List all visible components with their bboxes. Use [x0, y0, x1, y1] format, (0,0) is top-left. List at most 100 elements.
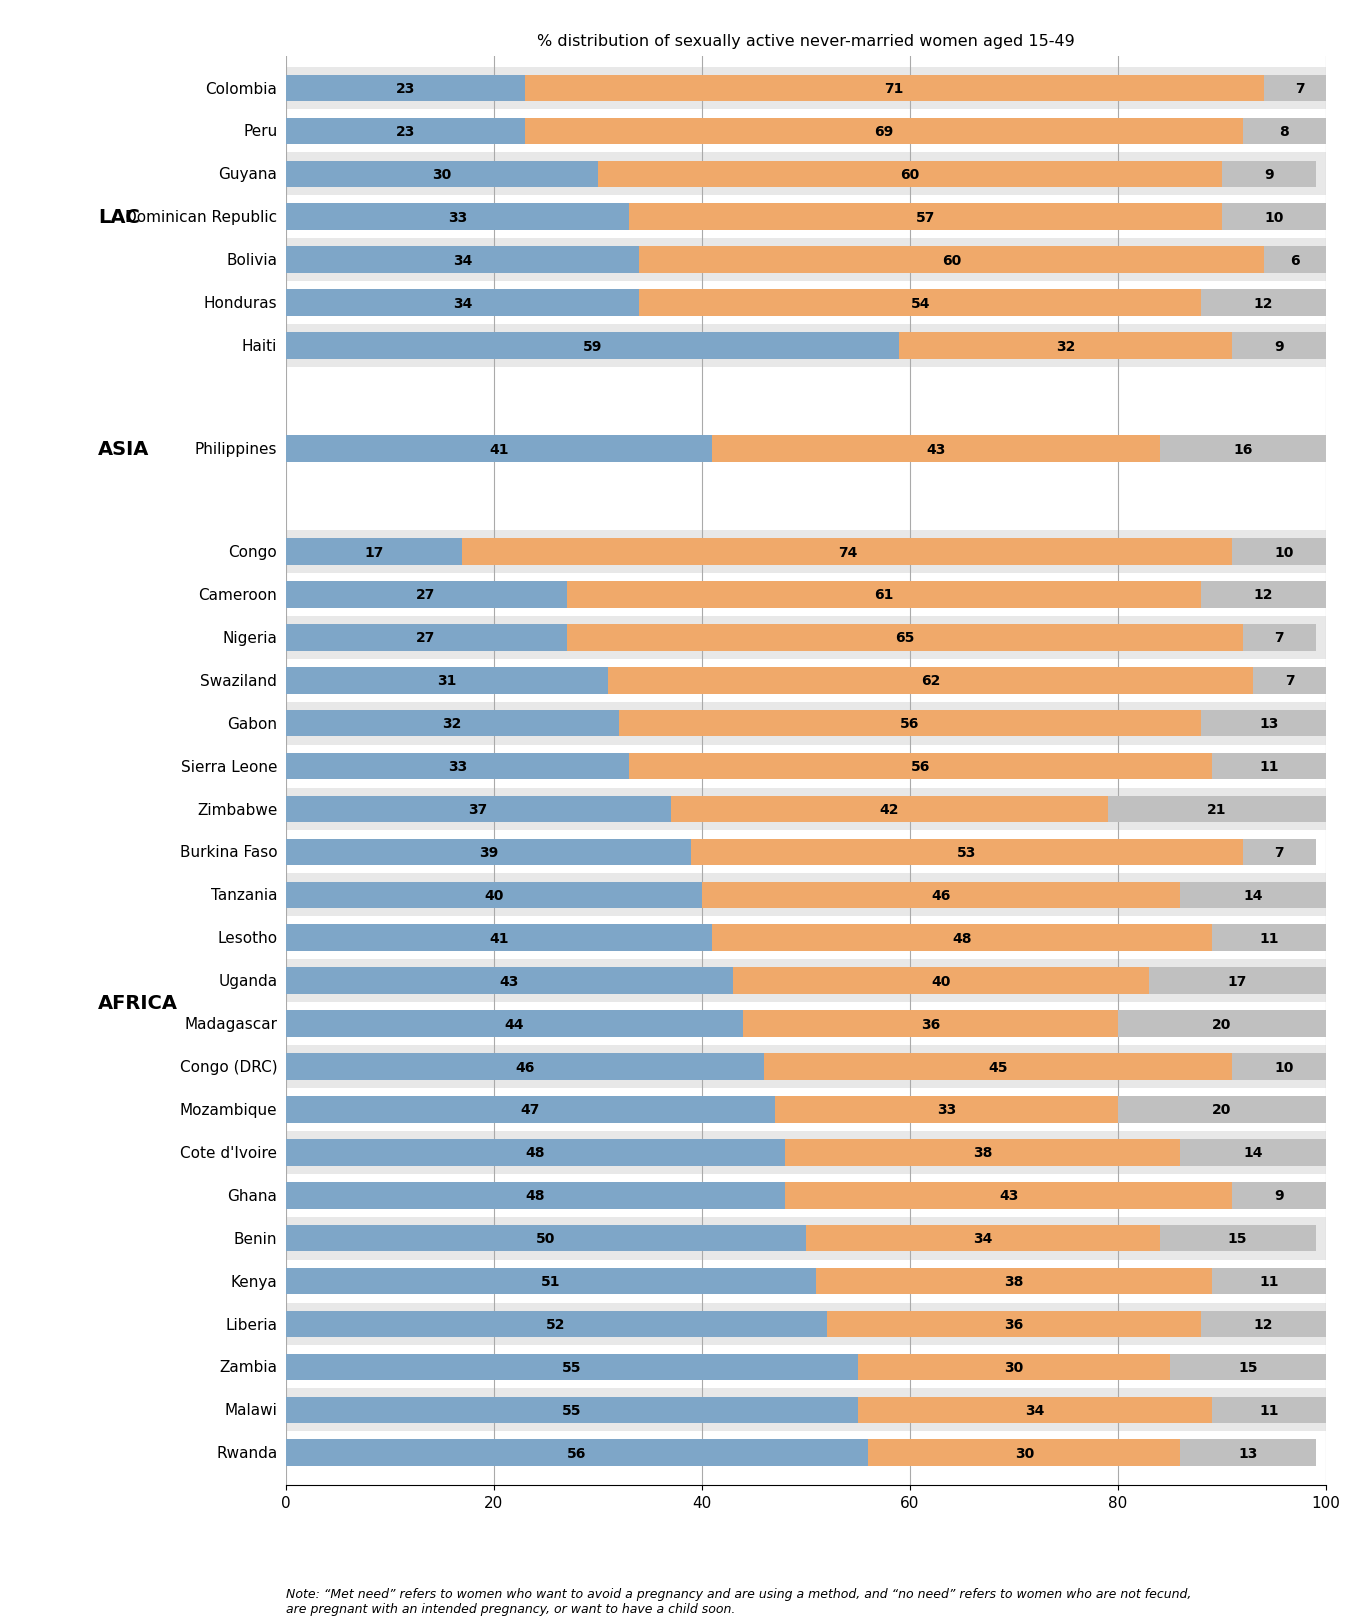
Text: 65: 65: [895, 631, 914, 644]
Text: Note: “Met need” refers to women who want to avoid a pregnancy and are using a m: Note: “Met need” refers to women who wan…: [286, 1587, 1191, 1615]
Text: 33: 33: [447, 211, 466, 224]
Bar: [286, 1311, 827, 1337]
Text: 34: 34: [972, 1232, 993, 1245]
Text: 39: 39: [479, 846, 498, 860]
Text: 10: 10: [1274, 545, 1295, 560]
Text: Guyana: Guyana: [219, 167, 277, 182]
Bar: [286, 881, 702, 909]
Bar: [628, 753, 1212, 781]
Text: Lesotho: Lesotho: [218, 930, 277, 946]
Text: Madagascar: Madagascar: [184, 1016, 277, 1032]
Bar: [286, 1089, 1326, 1131]
Bar: [462, 539, 1232, 565]
Text: 20: 20: [1212, 1102, 1232, 1117]
Text: Kenya: Kenya: [231, 1274, 277, 1289]
Bar: [286, 1303, 1326, 1345]
Text: 55: 55: [562, 1360, 582, 1375]
Text: 34: 34: [1025, 1402, 1044, 1417]
Text: Malawi: Malawi: [224, 1402, 277, 1417]
Text: 27: 27: [416, 588, 435, 602]
Bar: [1243, 839, 1315, 865]
Bar: [1170, 1354, 1326, 1381]
Bar: [628, 204, 1221, 230]
Text: Haiti: Haiti: [242, 339, 277, 354]
Text: 7: 7: [1274, 631, 1284, 644]
Bar: [286, 1268, 816, 1295]
Text: ASIA: ASIA: [98, 440, 150, 459]
Bar: [868, 1440, 1180, 1466]
Text: 30: 30: [1015, 1446, 1034, 1459]
Text: 43: 43: [1000, 1188, 1019, 1203]
Bar: [733, 967, 1149, 995]
Bar: [286, 711, 619, 737]
Bar: [785, 1139, 1180, 1165]
Text: 55: 55: [562, 1402, 582, 1417]
Text: Bolivia: Bolivia: [226, 253, 277, 268]
Bar: [286, 247, 639, 274]
Title: % distribution of sexually active never-married women aged 15-49: % distribution of sexually active never-…: [537, 34, 1074, 49]
Bar: [525, 76, 1263, 102]
Text: 57: 57: [915, 211, 936, 224]
Bar: [1253, 667, 1326, 695]
Bar: [1232, 539, 1337, 565]
Bar: [286, 1139, 785, 1165]
Bar: [816, 1268, 1212, 1295]
Bar: [598, 161, 1221, 188]
Bar: [713, 437, 1160, 463]
Text: 7: 7: [1285, 674, 1295, 688]
Text: 45: 45: [989, 1060, 1008, 1074]
Text: 40: 40: [484, 888, 503, 902]
Text: Cameroon: Cameroon: [199, 588, 277, 602]
Bar: [286, 153, 1326, 196]
Bar: [286, 1345, 1326, 1389]
Bar: [1180, 1440, 1315, 1466]
Bar: [858, 1397, 1212, 1423]
Bar: [286, 1225, 805, 1251]
Text: 11: 11: [1259, 932, 1278, 945]
Text: 11: 11: [1259, 1402, 1278, 1417]
Bar: [1118, 1011, 1326, 1037]
Text: 30: 30: [432, 167, 452, 182]
Bar: [286, 1003, 1326, 1045]
Bar: [286, 531, 1326, 573]
Bar: [691, 839, 1243, 865]
Bar: [286, 76, 525, 102]
Bar: [1221, 161, 1315, 188]
Text: 36: 36: [1004, 1318, 1024, 1331]
Bar: [286, 118, 525, 144]
Bar: [608, 667, 1253, 695]
Text: 56: 56: [900, 717, 919, 730]
Text: Honduras: Honduras: [204, 295, 277, 312]
Bar: [286, 839, 691, 865]
Bar: [286, 617, 1326, 659]
Text: 56: 56: [567, 1446, 586, 1459]
Text: Tanzania: Tanzania: [211, 888, 277, 902]
Bar: [1180, 1139, 1326, 1165]
Bar: [702, 881, 1180, 909]
Bar: [1221, 204, 1326, 230]
Bar: [1263, 247, 1326, 274]
Text: 12: 12: [1254, 1318, 1273, 1331]
Bar: [1232, 333, 1326, 360]
Text: 33: 33: [937, 1102, 956, 1117]
Text: 23: 23: [396, 125, 415, 140]
Bar: [1212, 925, 1326, 951]
Text: 46: 46: [932, 888, 951, 902]
Text: 48: 48: [952, 932, 971, 945]
Text: 51: 51: [541, 1274, 560, 1289]
Text: 54: 54: [910, 297, 930, 310]
Bar: [744, 1011, 1118, 1037]
Bar: [286, 581, 567, 609]
Text: 62: 62: [921, 674, 940, 688]
Text: 41: 41: [490, 932, 509, 945]
Bar: [286, 1053, 764, 1081]
Bar: [1263, 76, 1337, 102]
Text: 12: 12: [1254, 588, 1273, 602]
Bar: [286, 539, 462, 565]
Bar: [286, 917, 1326, 959]
Text: 48: 48: [525, 1188, 545, 1203]
Bar: [286, 659, 1326, 703]
Text: 17: 17: [364, 545, 384, 560]
Bar: [858, 1354, 1170, 1381]
Bar: [286, 239, 1326, 282]
